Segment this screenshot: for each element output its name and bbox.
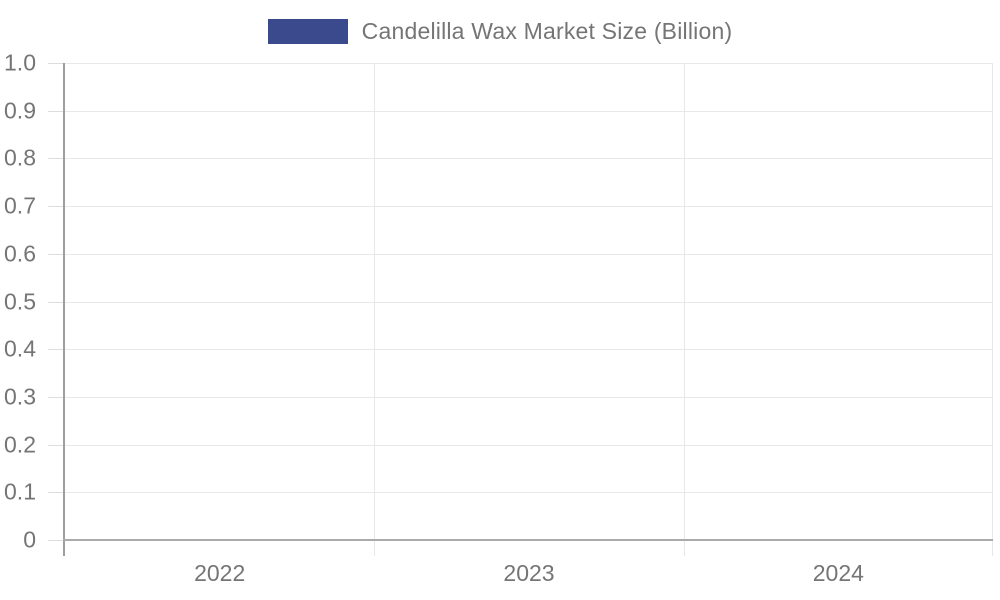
legend-label: Candelilla Wax Market Size (Billion) [361,18,733,44]
gridline-y-0.4 [65,349,993,351]
gridline-y-0.8 [65,158,993,160]
y-tick-0.9 [48,110,63,112]
gridline-y-0.6 [65,253,993,255]
y-tick-0.5 [48,301,63,303]
y-axis-tick-label: 0.1 [4,478,36,505]
legend[interactable]: Candelilla Wax Market Size (Billion) [0,18,1000,45]
y-axis-tick-label: 0.9 [4,97,36,124]
y-axis-line [63,63,65,556]
gridline-y-0.5 [65,301,993,303]
y-tick-0.3 [48,396,63,398]
gridline-y-0.9 [65,110,993,112]
x-axis-line [63,539,993,541]
y-tick-0.7 [48,206,63,208]
x-axis-tick-label-2024: 2024 [812,560,864,586]
y-axis-tick-label: 1.0 [4,49,36,76]
y-axis-tick-label: 0.6 [4,240,36,267]
gridline-x-boundary-2 [683,63,685,556]
y-axis-tick-label: 0.2 [4,431,36,458]
y-axis-tick-label: 0 [23,526,36,553]
y-tick-1.0 [48,63,63,64]
y-axis-tick-label: 0.3 [4,383,36,410]
x-axis-tick-label-2022: 2022 [194,560,246,586]
x-axis-labels: 2022 2023 2024 [65,560,993,590]
y-tick-0.1 [48,492,63,494]
legend-swatch[interactable] [267,19,348,44]
gridline-y-0.1 [65,492,993,494]
gridline-y-0.2 [65,444,993,446]
y-tick-0.4 [48,349,63,351]
plot-area [48,63,993,556]
gridline-y-0.7 [65,206,993,208]
y-axis-tick-label: 0.5 [4,288,36,314]
y-axis-tick-label: 0.7 [4,192,36,219]
y-tick-0.8 [48,158,63,160]
y-tick-0.2 [48,444,63,446]
y-tick-0 [48,540,63,541]
gridline-x-boundary-1 [374,63,376,556]
gridline-y-0.3 [65,396,993,398]
y-axis-tick-label: 0.8 [4,144,36,171]
y-axis-labels: 1.0 0.9 0.8 0.7 0.6 0.5 0.4 0.3 0.2 0.1 … [0,50,50,553]
y-axis-tick-label: 0.4 [4,335,36,362]
gridline-y-1.0 [65,63,993,64]
x-axis-tick-label-2023: 2023 [503,560,555,586]
plot-right-border [992,63,993,556]
y-tick-0.6 [48,253,63,255]
